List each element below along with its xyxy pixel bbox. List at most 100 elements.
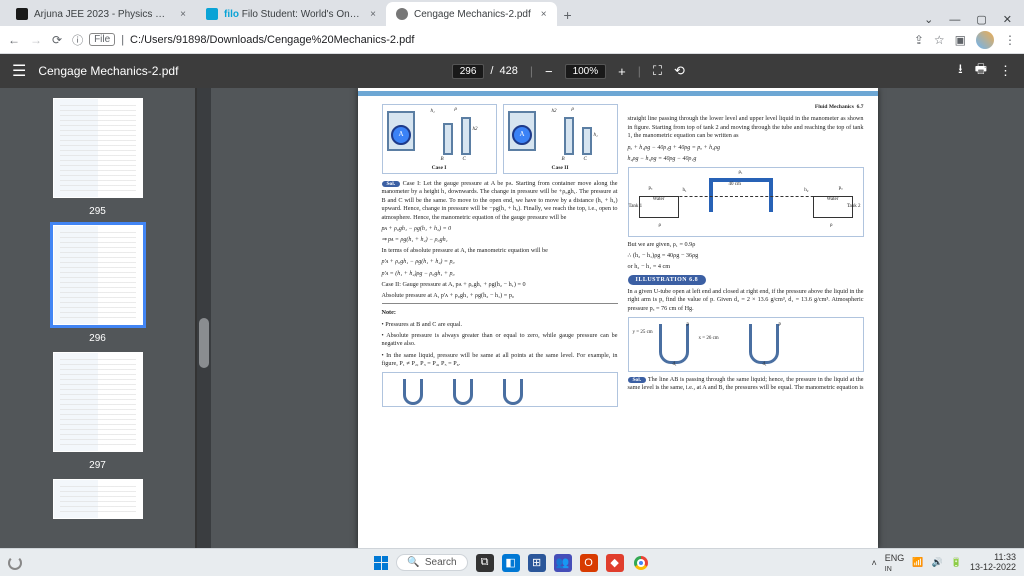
taskbar-search[interactable]: 🔍 Search xyxy=(396,554,467,571)
note-block: Note: • Pressures at B and C are equal. … xyxy=(382,303,618,368)
close-icon[interactable]: × xyxy=(180,9,186,20)
forward-icon: → xyxy=(30,33,42,47)
text: In terms of absolute pressure at A, the … xyxy=(382,247,618,255)
volume-icon[interactable]: 🔊 xyxy=(932,557,943,568)
figure-case-2: h₁ h2 ρ B C Case II xyxy=(503,104,618,174)
chevron-down-icon[interactable]: ⌄ xyxy=(924,13,933,26)
page-sep: / xyxy=(490,65,493,77)
extensions-icon[interactable]: ▣ xyxy=(955,33,966,47)
star-icon[interactable]: ☆ xyxy=(934,33,945,47)
text: or h₂ − h₁ = 4 cm xyxy=(628,263,864,271)
figure-bottom-left xyxy=(382,372,618,407)
close-icon[interactable]: ✕ xyxy=(1003,13,1012,26)
figure-manometer: Water Water Tank 1 Tank 2 40 cm ρ₁ ρ ρ h… xyxy=(628,167,864,237)
sol-badge: Sol. xyxy=(628,377,647,383)
page-left-column: h₁ h2 ρ B C Case I h₁ xyxy=(382,104,618,411)
equation: p'ᴀ + ρ₀gh₁ − ρg(h₁ + h₂) = p₀ xyxy=(382,258,618,266)
download-icon[interactable]: ⭳ xyxy=(958,60,963,82)
page-controls: 296 / 428 xyxy=(452,64,518,79)
tab-title: Arjuna JEE 2023 - Physics Wallah xyxy=(34,9,170,20)
teams-icon[interactable]: 👥 xyxy=(554,554,572,572)
info-icon[interactable]: ⓘ xyxy=(72,32,83,48)
url-sep: | xyxy=(121,34,124,46)
minimize-icon[interactable]: — xyxy=(949,14,960,26)
chrome-icon[interactable] xyxy=(632,554,650,572)
illustration-badge: ILLUSTRATION 6.8 xyxy=(628,275,707,285)
zoom-in-icon[interactable]: + xyxy=(618,64,626,79)
fit-page-icon[interactable]: ⛶ xyxy=(653,63,662,79)
sol-badge: Sol. xyxy=(382,181,401,187)
app-icon[interactable]: ⊞ xyxy=(528,554,546,572)
page-current-input[interactable]: 296 xyxy=(452,64,485,79)
office-icon[interactable]: O xyxy=(580,554,598,572)
more-icon[interactable]: ⋮ xyxy=(999,63,1012,79)
text: In a given U-tube open at left end and c… xyxy=(628,288,864,313)
windows-taskbar[interactable]: 🔍 Search ⧉ ◧ ⊞ 👥 O ◆ ˄ ENGIN 📶 🔊 🔋 11:331… xyxy=(0,548,1024,576)
page-total: 428 xyxy=(499,65,517,77)
clock[interactable]: 11:3313-12-2022 xyxy=(970,553,1016,572)
equation: p'ᴀ = (h₁ + h₂)ρg − ρ₀gh₁ + p₀ xyxy=(382,270,618,278)
menu-icon[interactable]: ⋮ xyxy=(1004,33,1016,47)
browser-tab-2[interactable]: filo Filo Student: World's Only Live In … xyxy=(196,2,386,26)
pdf-filename: Cengage Mechanics-2.pdf xyxy=(38,64,178,78)
app-icon[interactable]: ◧ xyxy=(502,554,520,572)
share-icon[interactable]: ⇪ xyxy=(914,33,924,47)
menu-icon[interactable]: ☰ xyxy=(12,61,26,81)
equation: h₂ρg − h₁ρg = 40ρg − 40ρ₁g xyxy=(628,155,864,163)
tab-title: filo Filo Student: World's Only Live In xyxy=(224,9,360,20)
start-icon[interactable] xyxy=(374,556,388,570)
close-icon[interactable]: × xyxy=(541,9,547,20)
url-text: C:/Users/91898/Downloads/Cengage%20Mecha… xyxy=(130,34,414,46)
favicon-icon xyxy=(16,8,28,20)
text: The line AB is passing through the same … xyxy=(628,376,864,391)
text: Case I: Let the gauge pressure at A be p… xyxy=(382,180,618,221)
favicon-icon xyxy=(396,8,408,20)
text: ∴ (h₂ − h₁)ρg = 40ρg − 36ρg xyxy=(628,252,864,260)
back-icon[interactable]: ← xyxy=(8,33,20,47)
battery-icon[interactable]: 🔋 xyxy=(951,557,962,568)
search-icon: 🔍 xyxy=(407,557,419,568)
equation: ⇒ pᴀ = ρg(h₁ + h₂) − ρ₀gh₁ xyxy=(382,236,618,244)
figure-case-1: h₁ h2 ρ B C Case I xyxy=(382,104,497,174)
browser-tab-3[interactable]: Cengage Mechanics-2.pdf × xyxy=(386,2,557,26)
figure-cases: h₁ h2 ρ B C Case I h₁ xyxy=(382,104,618,174)
rotate-icon[interactable]: ⟲ xyxy=(674,63,685,79)
search-label: Search xyxy=(425,557,457,568)
thumbnail[interactable] xyxy=(53,98,143,198)
thumbnail-selected[interactable] xyxy=(53,225,143,325)
maximize-icon[interactable]: ▢ xyxy=(976,13,986,26)
profile-avatar[interactable] xyxy=(976,31,994,49)
brave-icon[interactable]: ◆ xyxy=(606,554,624,572)
file-chip: File xyxy=(89,33,115,46)
chevron-up-icon[interactable]: ˄ xyxy=(872,558,877,568)
url-box[interactable]: ⓘ File | C:/Users/91898/Downloads/Cengag… xyxy=(72,32,414,48)
close-icon[interactable]: × xyxy=(370,9,376,20)
system-tray[interactable]: ˄ ENGIN 📶 🔊 🔋 11:3313-12-2022 xyxy=(872,553,1016,573)
address-bar: ← → ⟳ ⓘ File | C:/Users/91898/Downloads/… xyxy=(0,26,1024,54)
reload-icon[interactable]: ⟳ xyxy=(52,33,62,47)
thumbnail[interactable] xyxy=(53,479,143,519)
weather-widget[interactable] xyxy=(8,556,22,570)
wifi-icon[interactable]: 📶 xyxy=(912,557,923,568)
lang-indicator[interactable]: ENGIN xyxy=(885,553,905,573)
browser-tab-strip: Arjuna JEE 2023 - Physics Wallah × filo … xyxy=(0,0,1024,26)
page-right-column: Fluid Mechanics 6.7 straight line passin… xyxy=(628,104,864,411)
task-view-icon[interactable]: ⧉ xyxy=(476,554,494,572)
figure-utube: y = 25 cm x = 26 cm d₁ d₁ p p xyxy=(628,317,864,372)
browser-tab-1[interactable]: Arjuna JEE 2023 - Physics Wallah × xyxy=(6,2,196,26)
new-tab-button[interactable]: + xyxy=(557,4,579,26)
thumbnail[interactable] xyxy=(53,352,143,452)
print-icon[interactable]: 🖶 xyxy=(975,60,987,82)
text: Case II: Gauge pressure at A, pᴀ + ρ₀gh₁… xyxy=(382,281,618,289)
thumbnail-scrollbar[interactable] xyxy=(197,88,211,548)
text: straight line passing through the lower … xyxy=(628,115,864,140)
pdf-page: h₁ h2 ρ B C Case I h₁ xyxy=(358,88,878,548)
text: Absolute pressure at A, p'ᴀ + ρ₀gh₁ + ρg… xyxy=(382,292,618,300)
zoom-level[interactable]: 100% xyxy=(565,64,607,79)
equation: pₐ + h₁ρg − 40ρ₁g + 40ρg = pₐ + h₂ρg xyxy=(628,144,864,152)
equation: pᴀ + ρ₀gh₁ − ρg(h₁ + h₂) = 0 xyxy=(382,225,618,233)
zoom-out-icon[interactable]: − xyxy=(545,64,553,79)
pdf-toolbar: ☰ Cengage Mechanics-2.pdf 296 / 428 | − … xyxy=(0,54,1024,88)
page-area[interactable]: h₁ h2 ρ B C Case I h₁ xyxy=(211,88,1024,548)
thumbnail-panel[interactable]: 295 296 297 xyxy=(0,88,197,548)
